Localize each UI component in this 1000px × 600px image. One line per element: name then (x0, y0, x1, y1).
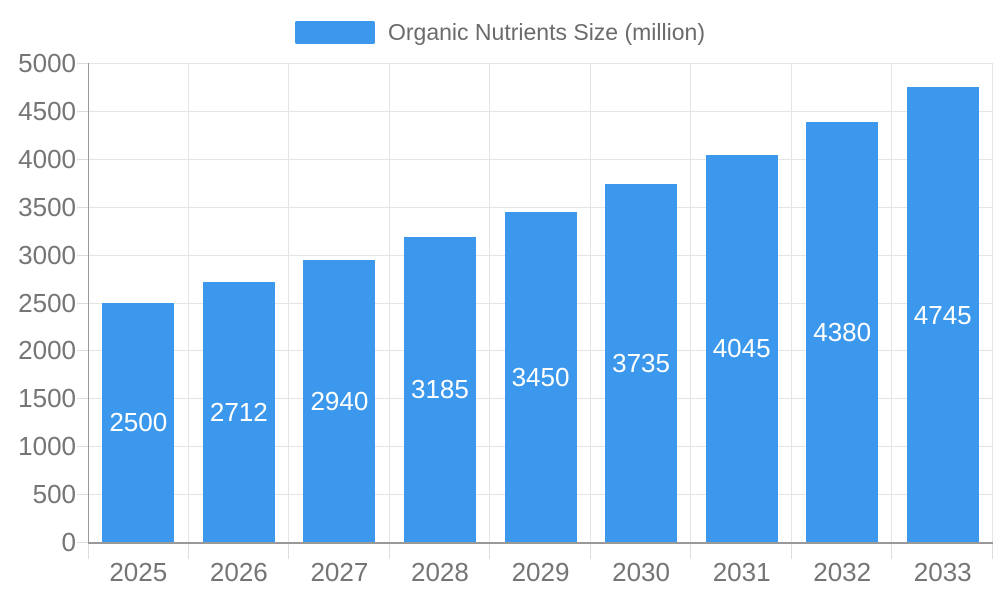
y-axis-tick (77, 110, 88, 112)
y-axis-tick (77, 206, 88, 208)
v-gridline (589, 63, 591, 542)
y-axis-tick (77, 302, 88, 304)
x-axis-tick (187, 542, 189, 559)
x-axis-tick (88, 542, 89, 559)
y-axis-tick (77, 63, 88, 64)
y-axis-label: 5000 (18, 48, 76, 78)
x-axis-tick (790, 542, 792, 559)
y-axis-tick (77, 398, 88, 400)
y-axis-tick (77, 350, 88, 352)
legend-swatch-icon (295, 20, 375, 44)
v-gridline (187, 63, 189, 542)
bar-value-label: 4745 (913, 299, 972, 330)
x-axis-tick (589, 542, 591, 559)
x-axis-label: 2029 (511, 557, 570, 587)
v-gridline (992, 63, 993, 542)
y-axis-tick (77, 542, 88, 543)
y-axis-label: 0 (61, 527, 76, 557)
y-axis-label: 2000 (18, 335, 76, 366)
bar-value-label: 2500 (109, 407, 168, 438)
y-axis-label: 4000 (18, 143, 76, 174)
bar-value-label: 2940 (310, 386, 369, 417)
bar-2031[interactable]: 4045 (705, 154, 778, 542)
h-gridline (88, 63, 993, 64)
bar-2032[interactable]: 4380 (806, 122, 879, 542)
h-gridline (88, 206, 993, 208)
x-axis-label: 2027 (310, 557, 369, 587)
bar-value-label: 4045 (712, 333, 771, 364)
bar-2029[interactable]: 3450 (504, 211, 577, 542)
x-axis-tick (288, 542, 290, 559)
legend-label: Organic Nutrients Size (million) (388, 19, 705, 45)
x-axis-label: 2033 (913, 557, 972, 587)
y-axis-label: 1500 (18, 383, 76, 414)
x-axis-label: 2026 (209, 557, 268, 587)
x-axis: 2025 2026 2027 2028 2029 2030 2031 2032 2033 (88, 556, 993, 590)
y-axis-tick (77, 446, 88, 448)
y-axis-label: 4500 (18, 95, 76, 126)
x-axis-tick (690, 542, 692, 559)
v-gridline (891, 63, 893, 542)
v-gridline (790, 63, 792, 542)
x-axis-line (88, 542, 993, 544)
x-axis-tick (388, 542, 390, 559)
x-axis-label: 2030 (612, 557, 670, 587)
bar-2026[interactable]: 2712 (202, 282, 275, 542)
y-axis-tick (77, 494, 88, 496)
x-axis-tick (891, 542, 893, 559)
x-axis-label: 2032 (813, 557, 872, 587)
y-axis-label: 3000 (18, 239, 76, 270)
bar-value-label: 3450 (511, 361, 570, 392)
x-axis-tick (489, 542, 491, 559)
v-gridline (489, 63, 491, 542)
y-axis-label: 1000 (18, 431, 76, 462)
v-gridline (388, 63, 390, 542)
bar-2027[interactable]: 2940 (303, 260, 376, 542)
bar-value-label: 3735 (612, 348, 670, 379)
y-axis-line (88, 63, 89, 542)
x-axis-label: 2028 (411, 557, 469, 587)
bar-2025[interactable]: 2500 (102, 302, 175, 542)
y-axis-tick (77, 158, 88, 160)
bar-value-label: 2712 (209, 397, 268, 428)
bar-value-label: 3185 (411, 374, 469, 405)
y-axis-label: 3500 (18, 191, 76, 222)
y-axis-tick (77, 254, 88, 256)
x-axis-label: 2025 (109, 557, 168, 587)
bar-2028[interactable]: 3185 (403, 236, 476, 542)
y-axis-label: 2500 (18, 287, 76, 318)
bar-2030[interactable]: 3735 (605, 184, 678, 542)
h-gridline (88, 158, 993, 160)
x-axis-label: 2031 (712, 557, 771, 587)
h-gridline (88, 110, 993, 112)
x-axis-tick (992, 542, 993, 559)
bar-value-label: 4380 (813, 317, 872, 348)
y-axis-label: 500 (32, 479, 76, 510)
plot-area: 2500 2712 2940 3185 3450 3735 4045 4380 4745 (77, 63, 993, 559)
y-axis: 0 500 1000 1500 2000 2500 3000 3500 4000 4500 5000 (0, 48, 76, 557)
bar-2033[interactable]: 4745 (906, 87, 979, 542)
v-gridline (690, 63, 692, 542)
v-gridline (288, 63, 290, 542)
legend[interactable]: Organic Nutrients Size (million) (0, 14, 1000, 50)
